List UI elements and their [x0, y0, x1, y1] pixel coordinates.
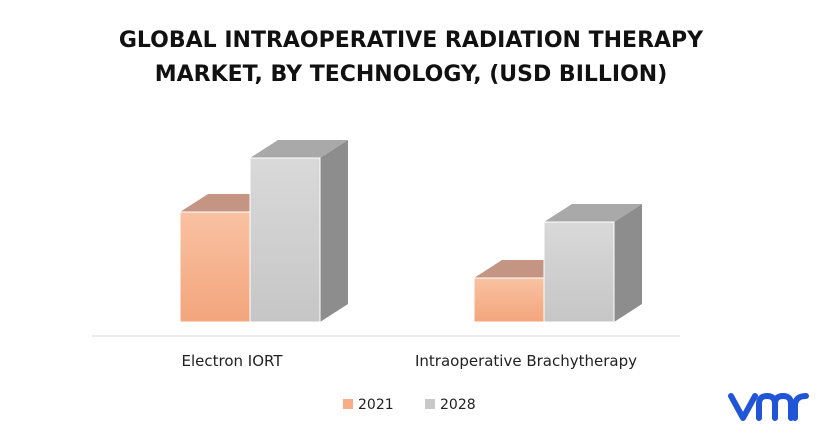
vmr-logo-icon [728, 393, 809, 421]
x-tick-labels: Electron IORT Intraoperative Brachytherap… [181, 352, 637, 370]
chart-title: GLOBAL INTRAOPERATIVE RADIATION THERAPY … [0, 24, 822, 92]
legend: 2021 2028 [343, 397, 476, 413]
chart-title-line-2: MARKET, BY TECHNOLOGY, (USD BILLION) [154, 62, 668, 87]
bar-front [249, 157, 321, 323]
legend-swatch-2028 [425, 399, 435, 409]
bars-group [179, 140, 642, 323]
bar-front [543, 221, 615, 323]
bar-side [614, 204, 642, 322]
x-tick-label: Electron IORT [181, 352, 283, 370]
bar-top [544, 204, 642, 222]
bar-top [250, 140, 348, 158]
bar-side [320, 140, 348, 322]
chart-title-line-1: GLOBAL INTRAOPERATIVE RADIATION THERAPY [118, 28, 704, 53]
legend-label-2028: 2028 [440, 397, 476, 413]
x-tick-label: Intraoperative Brachytherapy [415, 352, 637, 370]
legend-swatch-2021 [343, 399, 353, 409]
bar-front [473, 277, 545, 323]
bar-2028-1 [543, 204, 642, 323]
bar-front [179, 211, 251, 323]
bar-2028-0 [249, 140, 348, 323]
legend-label-2021: 2021 [358, 397, 394, 413]
